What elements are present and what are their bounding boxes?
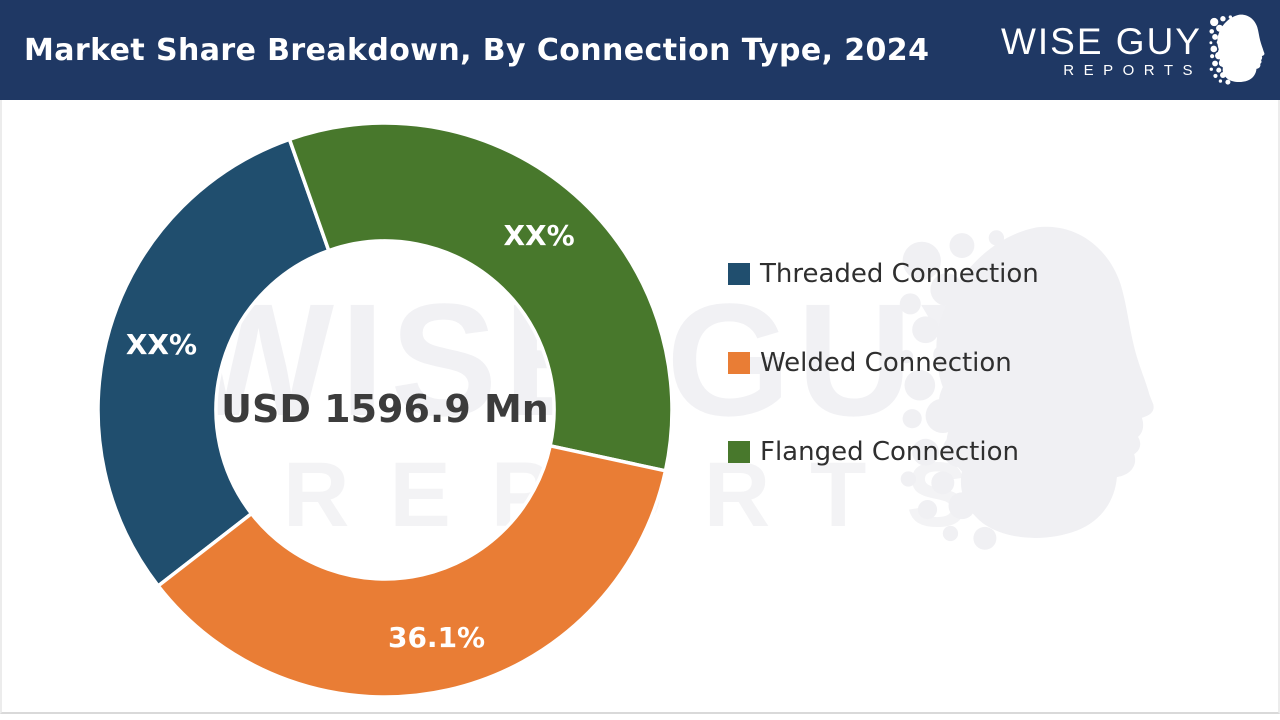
logo-wordmark: WISE GUY bbox=[1000, 20, 1202, 62]
segment-value-label: XX% bbox=[503, 219, 574, 252]
legend-swatch-welded bbox=[728, 351, 750, 374]
header-bar: Market Share Breakdown, By Connection Ty… bbox=[0, 0, 1280, 100]
legend-label: Threaded Connection bbox=[760, 258, 1039, 289]
legend-label: Flanged Connection bbox=[760, 436, 1019, 467]
legend-label: Welded Connection bbox=[760, 347, 1012, 378]
donut-segment-flanged-connection[interactable] bbox=[287, 121, 674, 473]
legend-item-threaded-connection[interactable]: Threaded Connection bbox=[728, 258, 1039, 289]
legend-swatch-threaded bbox=[728, 262, 750, 285]
legend-item-welded-connection[interactable]: Welded Connection bbox=[728, 347, 1039, 378]
chart-legend: Threaded Connection Welded Connection Fl… bbox=[728, 258, 1039, 527]
segment-value-label: 36.1% bbox=[388, 621, 485, 654]
legend-item-flanged-connection[interactable]: Flanged Connection bbox=[728, 436, 1039, 467]
page-title: Market Share Breakdown, By Connection Ty… bbox=[24, 32, 930, 68]
donut-segment-threaded-connection[interactable] bbox=[96, 137, 331, 588]
brand-logo: WISE GUY REPORTS bbox=[1001, 0, 1266, 100]
chart-center-value: USD 1596.9 Mn bbox=[221, 387, 549, 431]
logo-subtext: REPORTS bbox=[1063, 61, 1202, 79]
donut-segment-welded-connection[interactable] bbox=[156, 444, 668, 699]
segment-value-label: XX% bbox=[126, 328, 197, 361]
legend-swatch-flanged bbox=[728, 440, 750, 463]
logo-face-icon bbox=[1209, 14, 1265, 85]
donut-chart: XX% XX% 36.1% bbox=[96, 121, 674, 699]
